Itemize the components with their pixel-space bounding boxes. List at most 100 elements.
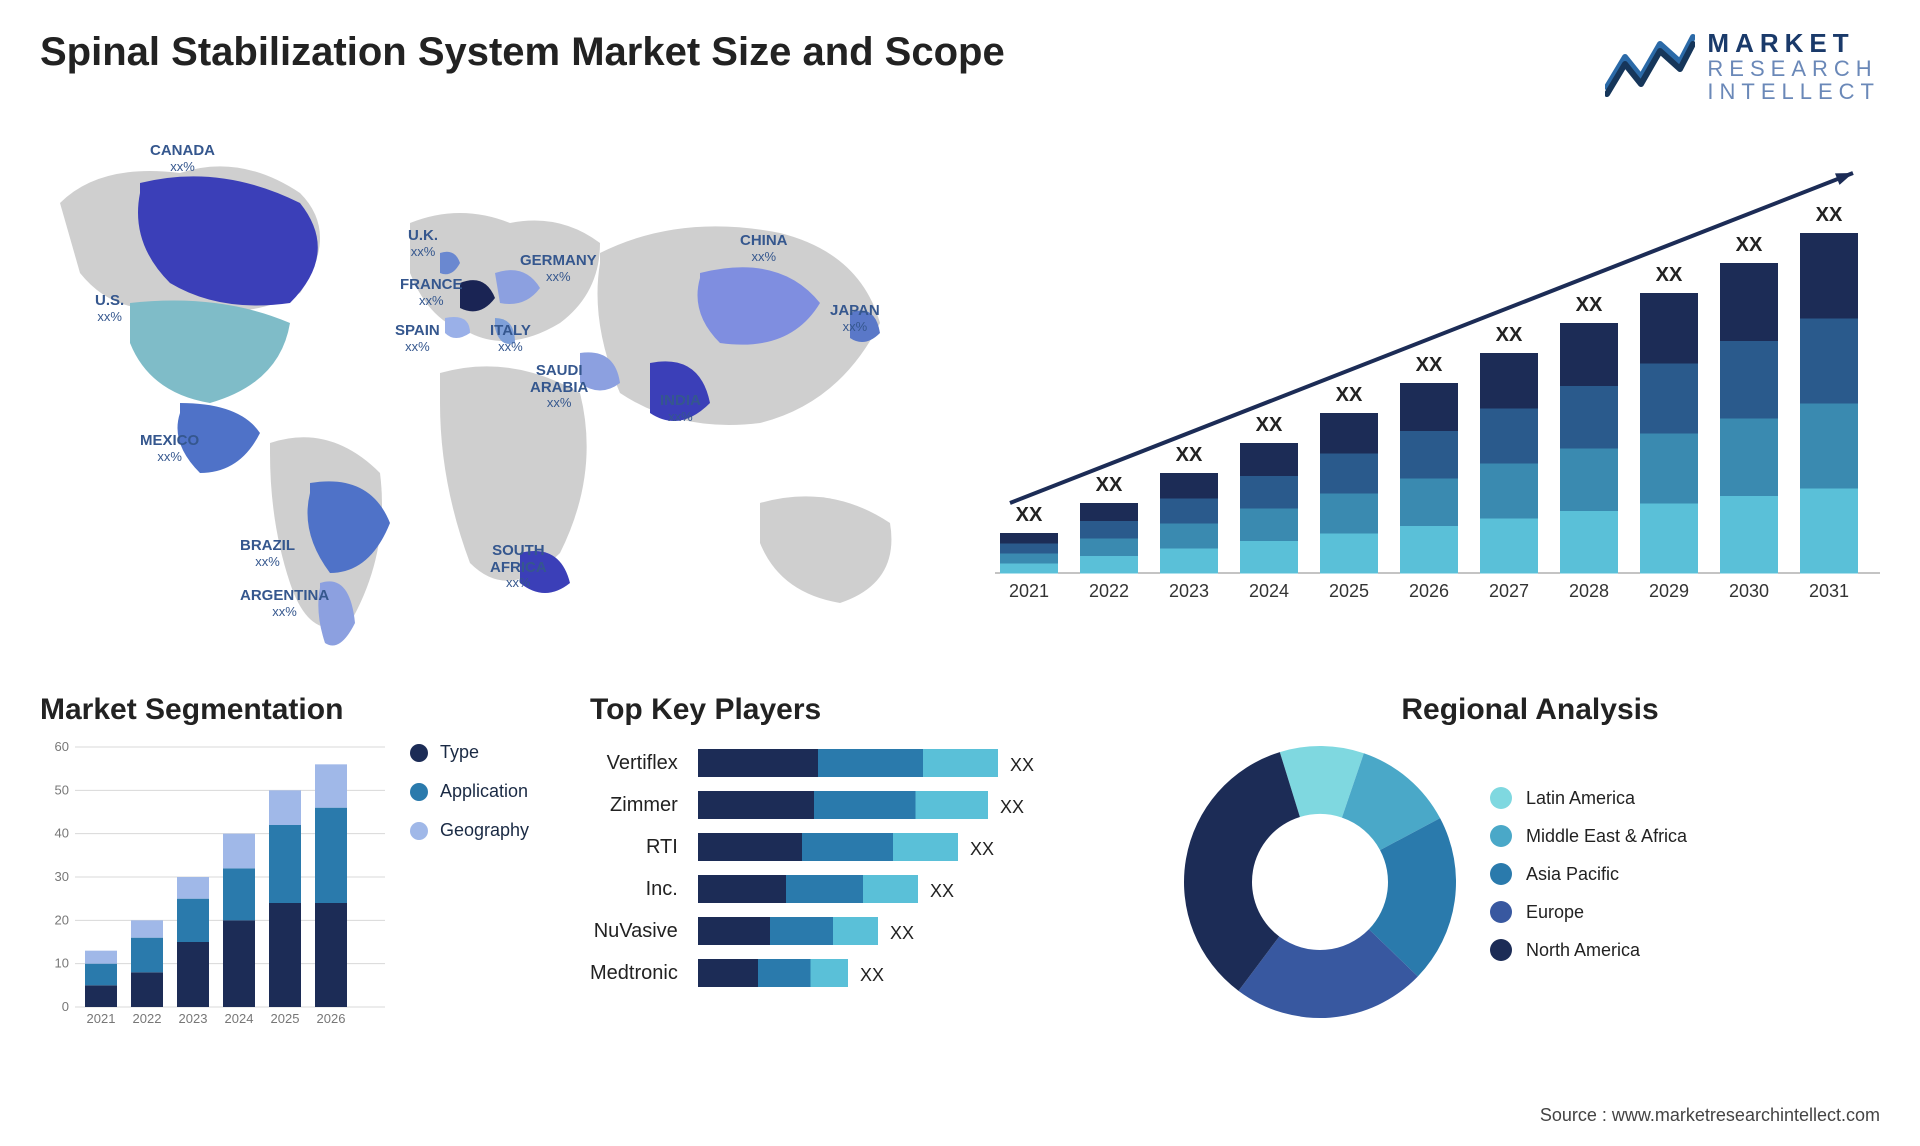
page-title: Spinal Stabilization System Market Size … (40, 30, 1005, 75)
svg-text:XX: XX (970, 839, 994, 859)
segmentation-panel: Market Segmentation 01020304050602021202… (40, 693, 560, 1032)
svg-text:2024: 2024 (1249, 581, 1289, 601)
svg-text:2021: 2021 (1009, 581, 1049, 601)
legend-swatch-icon (410, 783, 428, 801)
regional-donut-chart (1180, 742, 1460, 1022)
svg-text:2029: 2029 (1649, 581, 1689, 601)
players-title: Top Key Players (590, 693, 1150, 727)
svg-text:XX: XX (1736, 234, 1763, 256)
player-label: RTI (590, 826, 678, 868)
svg-text:60: 60 (55, 742, 69, 754)
svg-text:50: 50 (55, 783, 69, 798)
map-country-label: U.S.xx% (95, 293, 124, 324)
svg-text:2025: 2025 (1329, 581, 1369, 601)
regional-legend: Latin America Middle East & Africa Asia Pa… (1490, 787, 1687, 977)
legend-swatch-icon (410, 822, 428, 840)
regional-legend-item: North America (1490, 939, 1687, 961)
svg-text:XX: XX (1336, 384, 1363, 406)
brand-logo: MARKET RESEARCH INTELLECT (1605, 30, 1880, 103)
legend-label: Latin America (1526, 788, 1635, 809)
svg-text:XX: XX (930, 881, 954, 901)
svg-text:2025: 2025 (271, 1011, 300, 1026)
map-country-label: ITALYxx% (490, 323, 531, 354)
regional-legend-item: Latin America (1490, 787, 1687, 809)
regional-title: Regional Analysis (1180, 693, 1880, 727)
svg-text:XX: XX (1496, 324, 1523, 346)
map-country-label: FRANCExx% (400, 277, 463, 308)
svg-text:XX: XX (1656, 264, 1683, 286)
svg-text:2023: 2023 (1169, 581, 1209, 601)
regional-legend-item: Asia Pacific (1490, 863, 1687, 885)
segmentation-legend-item: Application (410, 781, 529, 802)
regional-legend-item: Middle East & Africa (1490, 825, 1687, 847)
map-country-label: SOUTHAFRICAxx% (490, 543, 547, 590)
svg-text:XX: XX (1256, 414, 1283, 436)
svg-text:2024: 2024 (225, 1011, 254, 1026)
svg-text:0: 0 (62, 999, 69, 1014)
legend-swatch-icon (1490, 825, 1512, 847)
map-country-label: MEXICOxx% (140, 433, 199, 464)
logo-text-1: MARKET (1707, 30, 1880, 57)
players-chart: XXXXXXXXXXXX (698, 742, 1118, 1004)
svg-text:XX: XX (1010, 755, 1034, 775)
svg-text:XX: XX (1816, 204, 1843, 226)
map-country-label: INDIAxx% (660, 393, 701, 424)
svg-text:40: 40 (55, 826, 69, 841)
svg-text:2021: 2021 (87, 1011, 116, 1026)
legend-label: Application (440, 781, 528, 802)
svg-text:2026: 2026 (1409, 581, 1449, 601)
legend-label: Geography (440, 820, 529, 841)
segmentation-legend: Type Application Geography (410, 742, 529, 1032)
logo-bars-icon (1605, 32, 1695, 102)
svg-text:10: 10 (55, 956, 69, 971)
map-country-label: ARGENTINAxx% (240, 588, 329, 619)
legend-swatch-icon (1490, 863, 1512, 885)
legend-label: Asia Pacific (1526, 864, 1619, 885)
legend-label: North America (1526, 940, 1640, 961)
players-labels: VertiflexZimmerRTIInc.NuVasiveMedtronic (590, 742, 678, 994)
legend-swatch-icon (410, 744, 428, 762)
player-label: Vertiflex (590, 742, 678, 784)
svg-text:2022: 2022 (1089, 581, 1129, 601)
player-label: Medtronic (590, 952, 678, 994)
player-label: Zimmer (590, 784, 678, 826)
segmentation-chart: 0102030405060202120222023202420252026 (40, 742, 390, 1032)
map-country-label: SPAINxx% (395, 323, 440, 354)
svg-text:XX: XX (1576, 294, 1603, 316)
svg-text:2027: 2027 (1489, 581, 1529, 601)
svg-text:XX: XX (1000, 797, 1024, 817)
regional-legend-item: Europe (1490, 901, 1687, 923)
svg-text:XX: XX (1096, 474, 1123, 496)
segmentation-legend-item: Type (410, 742, 529, 763)
legend-swatch-icon (1490, 939, 1512, 961)
growth-bar-chart: XX 2021 XX 2022 XX 2023 XX 2024 XX 2025 XX 2026 XX 20… (980, 123, 1880, 683)
legend-swatch-icon (1490, 787, 1512, 809)
map-country-label: JAPANxx% (830, 303, 880, 334)
map-country-label: BRAZILxx% (240, 538, 295, 569)
svg-text:2022: 2022 (133, 1011, 162, 1026)
map-country-label: SAUDIARABIAxx% (530, 363, 588, 410)
map-country-label: GERMANYxx% (520, 253, 597, 284)
svg-text:XX: XX (890, 923, 914, 943)
svg-text:2026: 2026 (317, 1011, 346, 1026)
legend-label: Type (440, 742, 479, 763)
svg-text:2023: 2023 (179, 1011, 208, 1026)
player-label: Inc. (590, 868, 678, 910)
svg-text:2031: 2031 (1809, 581, 1849, 601)
source-attribution: Source : www.marketresearchintellect.com (1540, 1105, 1880, 1126)
regional-panel: Regional Analysis Latin America Middle Ea… (1180, 693, 1880, 1032)
svg-text:30: 30 (55, 869, 69, 884)
svg-text:XX: XX (1416, 354, 1443, 376)
legend-swatch-icon (1490, 901, 1512, 923)
map-country-label: CHINAxx% (740, 233, 788, 264)
logo-text-3: INTELLECT (1707, 80, 1880, 103)
player-label: NuVasive (590, 910, 678, 952)
map-country-label: U.K.xx% (408, 228, 438, 259)
logo-text-2: RESEARCH (1707, 57, 1880, 80)
map-country-label: CANADAxx% (150, 143, 215, 174)
svg-text:2028: 2028 (1569, 581, 1609, 601)
segmentation-title: Market Segmentation (40, 693, 560, 727)
svg-text:XX: XX (1016, 504, 1043, 526)
svg-text:XX: XX (1176, 444, 1203, 466)
segmentation-legend-item: Geography (410, 820, 529, 841)
